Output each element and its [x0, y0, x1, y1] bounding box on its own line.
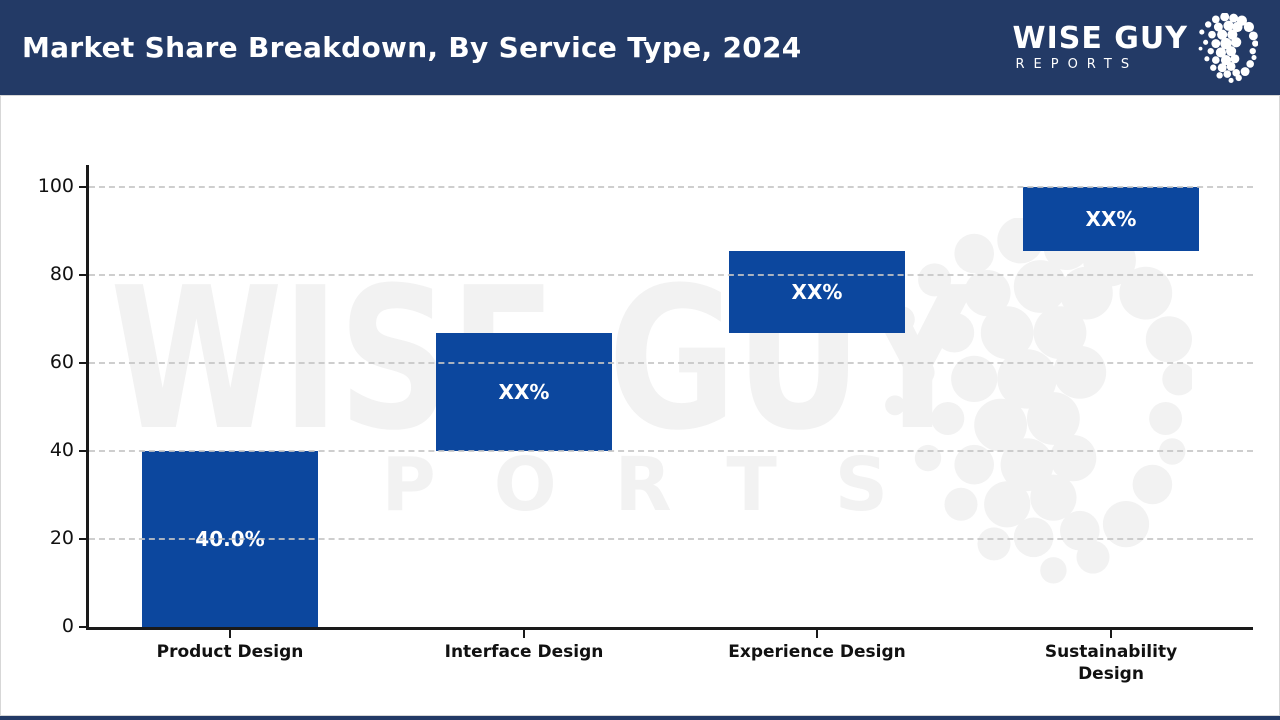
x-tick-label: Interface Design — [404, 641, 644, 663]
header-bar: Market Share Breakdown, By Service Type,… — [0, 0, 1280, 95]
y-tick-mark — [79, 362, 88, 364]
x-tick-label: Sustainability Design — [991, 641, 1231, 685]
x-tick-label-line: Interface Design — [444, 642, 604, 662]
bar: XX% — [729, 250, 905, 334]
x-tick-label: Product Design — [110, 641, 350, 663]
x-tick-label-line: Product Design — [156, 642, 304, 662]
grid-line — [89, 186, 1253, 188]
x-tick-label: Experience Design — [697, 641, 937, 663]
y-tick-mark — [79, 274, 88, 276]
grid-line — [89, 362, 1253, 364]
brand-subname: REPORTS — [1015, 57, 1139, 72]
y-tick-label: 100 — [37, 175, 74, 197]
grid-line — [89, 274, 1253, 276]
x-tick-label-line: Experience Design — [728, 642, 906, 662]
bar: XX% — [436, 333, 612, 451]
y-tick-label: 0 — [61, 615, 74, 637]
y-axis-line — [86, 165, 89, 630]
y-tick-mark — [79, 626, 88, 628]
y-tick-mark — [79, 186, 88, 188]
bar-value-label: XX% — [1085, 206, 1137, 231]
y-tick-label: 60 — [49, 351, 74, 373]
y-tick-label: 20 — [49, 527, 74, 549]
y-tick-mark — [79, 538, 88, 540]
x-tick-mark — [523, 630, 525, 638]
x-tick-label-line: Design — [1078, 664, 1144, 684]
x-tick-mark — [1110, 630, 1112, 638]
chart-title: Market Share Breakdown, By Service Type,… — [22, 31, 802, 64]
x-tick-mark — [229, 630, 231, 638]
footer-accent-bar — [0, 716, 1280, 720]
x-tick-mark — [816, 630, 818, 638]
bar-value-label: XX% — [791, 279, 843, 304]
y-tick-label: 40 — [49, 439, 74, 461]
brand-name: WISE GUY — [1012, 21, 1188, 56]
grid-line — [89, 538, 1253, 540]
grid-line — [89, 450, 1253, 452]
brand-logo-text: WISE GUY REPORTS — [1012, 21, 1188, 72]
brand-logo: WISE GUY REPORTS — [1012, 12, 1258, 83]
x-axis-line — [86, 627, 1253, 630]
x-tick-label-line: Sustainability — [1044, 642, 1178, 662]
bar: XX% — [1023, 187, 1199, 251]
bar-value-label: XX% — [498, 380, 550, 405]
y-tick-label: 80 — [49, 263, 74, 285]
y-tick-mark — [79, 450, 88, 452]
